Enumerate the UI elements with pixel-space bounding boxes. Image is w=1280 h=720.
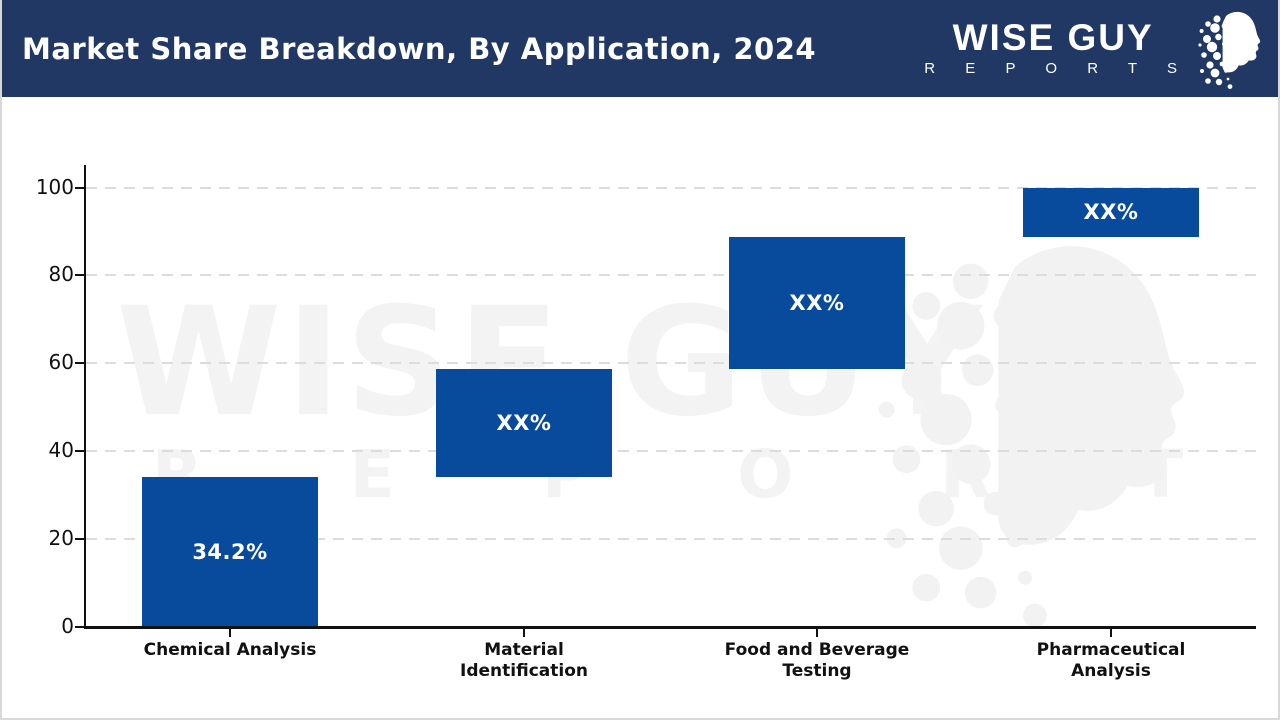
gridline-20 xyxy=(86,538,1256,541)
x-axis-label-line: Pharmaceutical xyxy=(1036,640,1186,660)
y-axis-tick-label-80: 80 xyxy=(48,262,74,287)
x-axis-tick-food-and-beverage-testing xyxy=(816,628,818,637)
bar-material-identification: XX% xyxy=(436,369,612,477)
y-axis-tick-label-0: 0 xyxy=(61,614,74,638)
gridline-100 xyxy=(86,186,1256,189)
gridline-80 xyxy=(86,274,1256,277)
gridline-40 xyxy=(86,450,1256,453)
x-axis-label-line: Material xyxy=(484,640,564,660)
header-band: Market Share Breakdown, By Application, … xyxy=(0,0,1280,97)
page-title: Market Share Breakdown, By Application, … xyxy=(22,31,817,66)
bar-value-label-material-identification: XX% xyxy=(496,411,552,436)
bar-value-label-chemical-analysis: 34.2% xyxy=(192,539,268,564)
logo-head-icon xyxy=(1192,7,1266,93)
x-axis-tick-chemical-analysis xyxy=(229,628,231,637)
y-axis-tick-label-20: 20 xyxy=(48,526,74,551)
x-axis-label-pharmaceutical-analysis: Pharmaceutical Analysis xyxy=(951,640,1271,682)
x-axis-label-line: Testing xyxy=(782,661,852,681)
y-axis-tick-80 xyxy=(75,274,85,277)
logo-subtitle: R E P O R T S xyxy=(924,59,1190,77)
y-axis-tick-label-60: 60 xyxy=(48,350,74,375)
x-axis-spine xyxy=(84,626,1256,629)
y-axis-tick-100 xyxy=(75,186,85,189)
gridline-60 xyxy=(86,362,1256,365)
x-axis-label-chemical-analysis: Chemical Analysis xyxy=(70,640,390,661)
logo-wordmark: WISE GUY xyxy=(952,17,1154,58)
x-axis-label-line: Identification xyxy=(460,661,588,681)
x-axis-tick-pharmaceutical-analysis xyxy=(1110,628,1112,637)
x-axis-label-line: Food and Beverage xyxy=(724,640,910,660)
bar-value-label-pharmaceutical-analysis: XX% xyxy=(1083,200,1139,225)
y-axis-tick-20 xyxy=(75,538,85,541)
watermark-head-icon xyxy=(865,222,1195,647)
y-axis-tick-0 xyxy=(75,626,85,628)
bar-value-label-food-and-beverage-testing: XX% xyxy=(789,291,845,316)
x-axis-label-food-and-beverage-testing: Food and Beverage Testing xyxy=(657,640,977,682)
y-axis-tick-60 xyxy=(75,362,85,365)
bar-food-and-beverage-testing: XX% xyxy=(729,237,905,370)
x-axis-label-line: Analysis xyxy=(1071,661,1151,681)
wise-guy-logo: WISE GUY R E P O R T S xyxy=(916,11,1266,93)
x-axis-label-line: Chemical Analysis xyxy=(143,640,317,660)
bar-chemical-analysis: 34.2% xyxy=(142,476,318,627)
x-axis-label-material-identification: Material Identification xyxy=(364,640,684,682)
y-axis-tick-40 xyxy=(75,450,85,453)
x-axis-tick-material-identification xyxy=(523,628,525,637)
y-axis-tick-label-40: 40 xyxy=(48,438,74,463)
y-axis-spine xyxy=(84,165,86,629)
y-axis-tick-label-100: 100 xyxy=(35,174,74,199)
bar-pharmaceutical-analysis: XX% xyxy=(1023,187,1199,238)
